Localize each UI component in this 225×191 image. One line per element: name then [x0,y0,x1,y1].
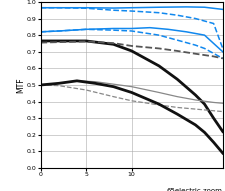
Text: 65electric.zoom: 65electric.zoom [167,188,223,191]
Y-axis label: MTF: MTF [16,77,25,93]
